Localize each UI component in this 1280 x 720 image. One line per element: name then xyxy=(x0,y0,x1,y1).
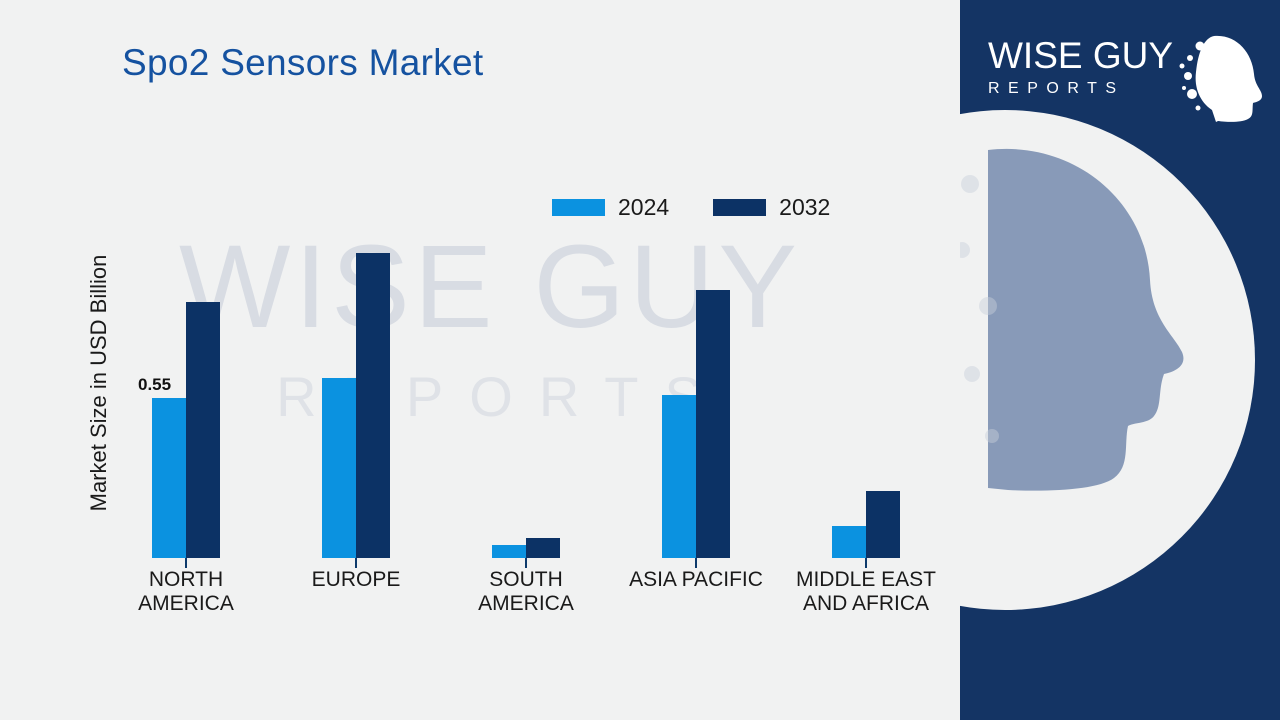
axis-tick xyxy=(355,558,357,568)
bar-group: SOUTH AMERICA xyxy=(478,180,574,615)
brand-logo-word-guy: GUY xyxy=(1092,35,1174,76)
bar-value-label: 0.55 xyxy=(138,375,172,394)
brand-logo-subtext: REPORTS xyxy=(988,80,1125,97)
x-axis-category-label: SOUTH AMERICA xyxy=(478,568,574,615)
x-axis-category-label: ASIA PACIFIC xyxy=(629,568,763,591)
chart-legend: 2024 2032 xyxy=(552,194,830,221)
brand-logo: WISE GUY REPORTS xyxy=(988,36,1262,122)
bar-group: EUROPE xyxy=(312,180,400,591)
plot-area: 0.55 NORTH AMERICA EUROPE SOUTH AMERICA ASIA… xyxy=(100,180,940,615)
axis-tick xyxy=(865,558,867,568)
x-axis-category-label: MIDDLE EAST AND AFRICA xyxy=(795,568,937,615)
legend-label-2024: 2024 xyxy=(618,194,670,220)
bar-2024 xyxy=(492,545,526,558)
axis-tick xyxy=(525,558,527,568)
axis-tick xyxy=(695,558,697,568)
bar-2024: 0.55 xyxy=(138,375,186,558)
bar-2024 xyxy=(322,378,356,558)
legend-label-2032: 2032 xyxy=(779,194,831,220)
bar-group: 0.55 NORTH AMERICA xyxy=(138,180,234,615)
bar-2024 xyxy=(832,526,866,558)
legend-item-2024: 2024 xyxy=(552,194,669,221)
y-axis-label: Market Size in USD Billion xyxy=(86,254,111,512)
head-profile-icon xyxy=(988,148,1184,491)
axis-tick xyxy=(185,558,187,568)
brand-logo-word-wise: WISE xyxy=(988,35,1083,76)
brand-panel: WISE GUY REPORTS xyxy=(960,0,1280,720)
legend-swatch-2032 xyxy=(713,199,767,216)
bar-2024 xyxy=(662,395,696,558)
bar-2032 xyxy=(696,290,730,558)
bar-2032 xyxy=(356,253,390,558)
legend-item-2032: 2032 xyxy=(713,194,830,221)
logo-head-profile-icon xyxy=(1179,35,1262,122)
brand-logo-wordmark: WISE GUY xyxy=(988,36,1258,76)
x-axis-category-label: NORTH AMERICA xyxy=(138,568,234,615)
bar-2032 xyxy=(186,302,220,558)
legend-swatch-2024 xyxy=(552,199,605,216)
x-axis-category-label: EUROPE xyxy=(311,568,401,591)
page-title: Spo2 Sensors Market xyxy=(122,42,484,83)
bar-2032 xyxy=(526,538,560,558)
bar-group: ASIA PACIFIC xyxy=(629,180,763,591)
brand-dot-cluster-decoration xyxy=(960,175,999,443)
bar-group: MIDDLE EAST AND AFRICA xyxy=(796,180,936,615)
bar-2032 xyxy=(866,491,900,558)
